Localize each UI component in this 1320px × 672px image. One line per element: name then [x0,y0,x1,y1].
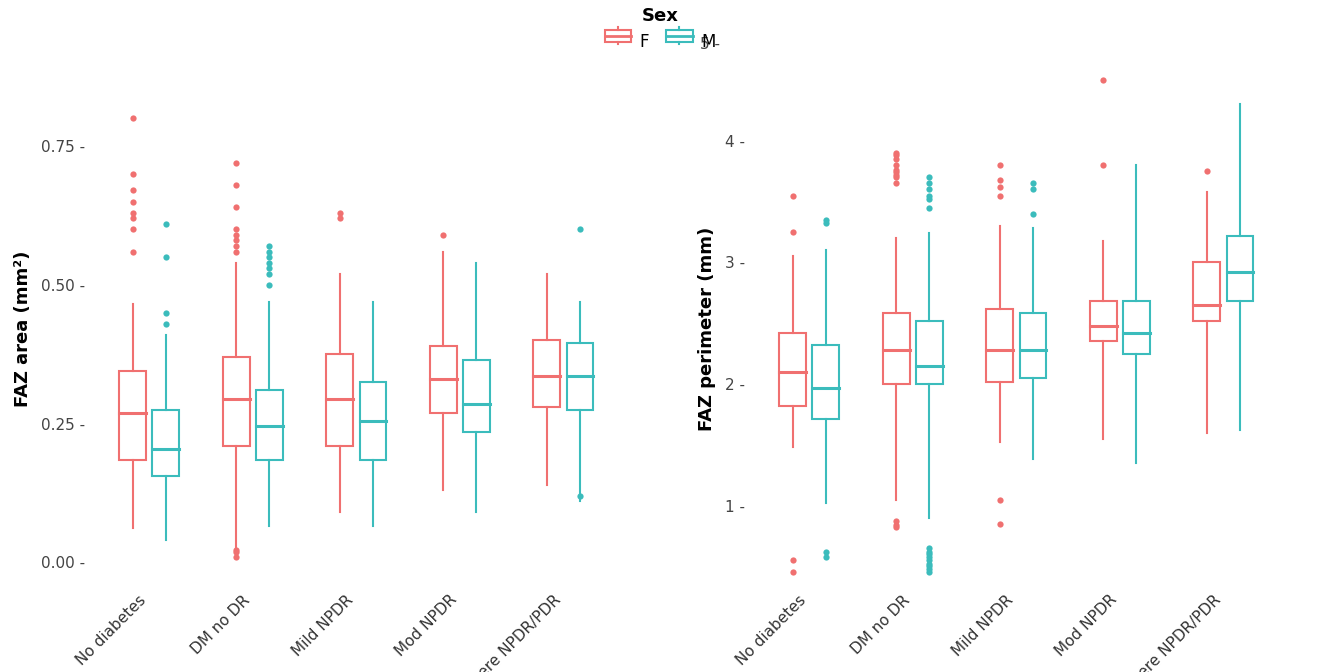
Bar [1090,301,1117,341]
Bar [326,354,354,446]
Bar [463,360,490,432]
Bar [986,308,1014,382]
Bar [779,333,807,406]
Bar [1019,313,1047,378]
Text: 5 -: 5 - [700,37,719,52]
Bar [119,371,147,460]
Bar [883,313,909,384]
Bar [256,390,282,460]
Bar [223,357,249,446]
Bar [359,382,387,460]
Y-axis label: FAZ perimeter (mm): FAZ perimeter (mm) [698,227,717,431]
Bar [812,345,840,419]
Bar [430,346,457,413]
Y-axis label: FAZ area (mm²): FAZ area (mm²) [15,251,32,407]
Bar [533,341,561,407]
Bar [916,321,942,384]
Bar [566,343,594,410]
Bar [1193,262,1221,321]
Bar [1123,301,1150,353]
Bar [152,410,180,476]
Legend: F, M: F, M [599,1,721,56]
Bar [1226,236,1254,301]
